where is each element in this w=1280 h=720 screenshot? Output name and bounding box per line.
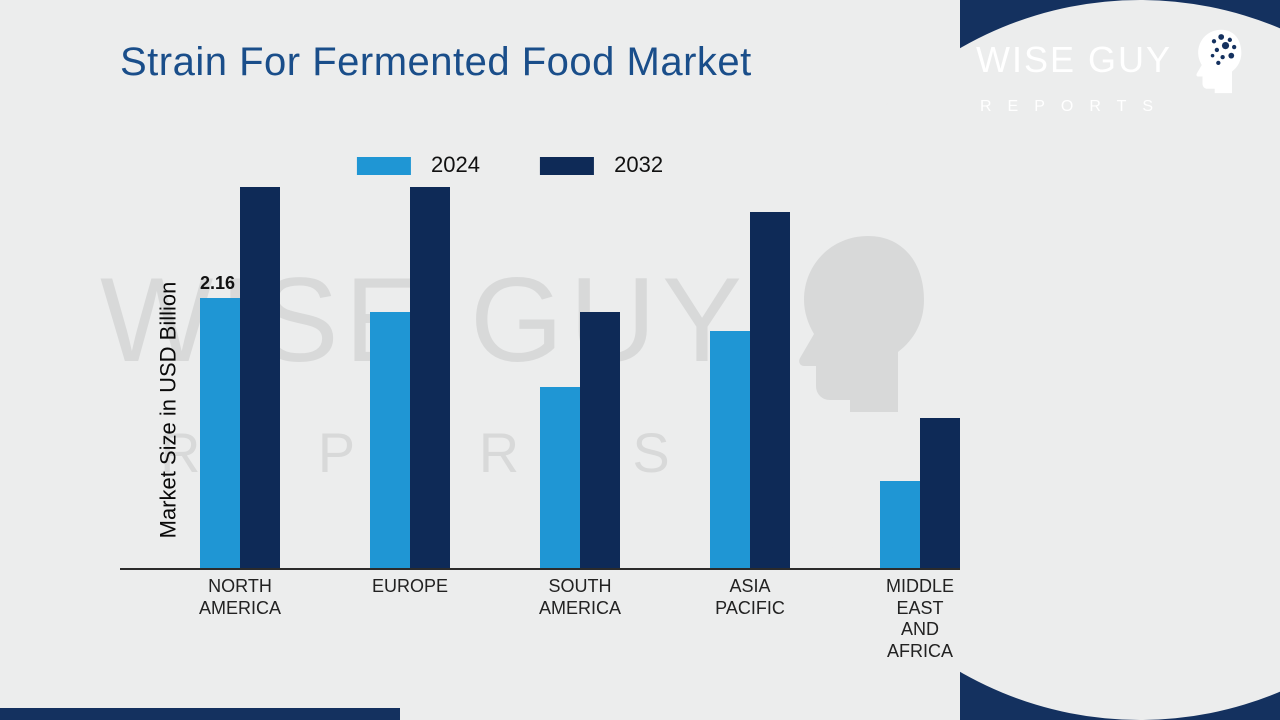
bar-value-label: 2.16 xyxy=(200,273,235,294)
bar-2024 xyxy=(880,481,920,569)
bar-group xyxy=(690,212,810,568)
x-axis-label: MIDDLEEASTANDAFRICA xyxy=(850,576,990,662)
infographic-stage: WISE GUY REPORTS Strain For Fermented Fo… xyxy=(0,0,1280,720)
bar-2032 xyxy=(580,312,620,568)
bar-chart: Market Size in USD Billion 2024 2032 2.1… xyxy=(60,170,960,650)
bar-2032 xyxy=(750,212,790,568)
x-axis-label: NORTHAMERICA xyxy=(170,576,310,619)
plot-area: 2.16 xyxy=(120,170,960,570)
bottom-accent-strip xyxy=(0,708,400,720)
bar-group xyxy=(520,312,640,568)
bar-2032 xyxy=(920,418,960,568)
bar-2024 xyxy=(540,387,580,568)
logo-line2: REPORTS xyxy=(980,98,1256,116)
head-silhouette-icon xyxy=(1178,24,1250,96)
bar-group xyxy=(860,418,980,568)
bar-2024 xyxy=(200,298,240,568)
brand-logo: WISE GUY REPORTS xyxy=(976,24,1256,104)
bar-2032 xyxy=(240,187,280,568)
logo-line1: WISE GUY xyxy=(976,42,1172,78)
x-axis-label: ASIAPACIFIC xyxy=(680,576,820,619)
x-axis-label: EUROPE xyxy=(340,576,480,598)
bar-group xyxy=(350,187,470,568)
bar-2024 xyxy=(710,331,750,569)
bar-2024 xyxy=(370,312,410,568)
chart-title: Strain For Fermented Food Market xyxy=(120,40,752,85)
x-axis: NORTHAMERICA EUROPE SOUTHAMERICA ASIAPACIFI… xyxy=(120,570,960,670)
bar-group xyxy=(180,187,300,568)
bar-2032 xyxy=(410,187,450,568)
x-axis-label: SOUTHAMERICA xyxy=(510,576,650,619)
